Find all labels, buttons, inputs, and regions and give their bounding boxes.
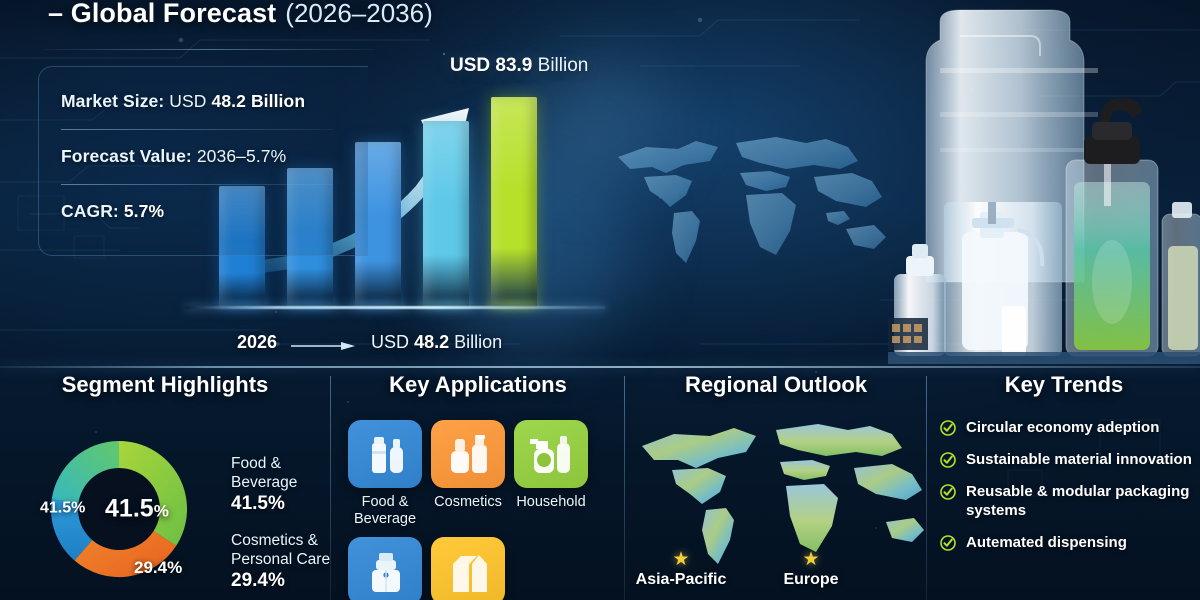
trend-item: Sustainable material innovation <box>940 450 1198 469</box>
stat-market-size-value: 48.2 Billion <box>211 91 306 111</box>
donut-label-bottom: 29.4% <box>134 558 183 577</box>
application-label: Cosmetics <box>434 494 502 510</box>
application-tile[interactable] <box>348 537 422 600</box>
applications-section-title: Key Applications <box>389 372 567 397</box>
application-tile[interactable] <box>431 537 505 600</box>
trend-label: Circular economy adeption <box>966 419 1160 436</box>
application-item[interactable]: Food & Beverage <box>348 420 422 528</box>
regional-pins: ★ Asia-Pacific ★ Europe <box>626 550 926 600</box>
key-stats-card: Market Size: USD 48.2 Billion Forecast V… <box>38 66 368 256</box>
stat-divider-2 <box>61 184 333 185</box>
trends-section-title: Key Trends <box>1004 372 1124 397</box>
application-tile[interactable] <box>514 420 588 488</box>
application-tile[interactable] <box>431 420 505 488</box>
region-pin-europe: ★ Europe <box>756 550 866 589</box>
check-circle-icon <box>940 484 956 500</box>
stat-market-size-prefix: USD <box>169 91 207 111</box>
divider-segment-apps <box>330 376 331 600</box>
chart-start-value-unit: Billion <box>454 332 503 352</box>
star-icon: ★ <box>802 549 820 570</box>
trend-item: Reusable & modular packaging systems <box>940 482 1198 520</box>
chart-bar <box>423 121 469 307</box>
stat-divider-1 <box>61 129 333 130</box>
stat-cagr-label: CAGR: <box>61 201 119 221</box>
application-item[interactable] <box>348 537 422 600</box>
region-pin-label: Asia-Pacific <box>635 571 727 588</box>
chart-peak-label: USD 83.9 Billion <box>450 55 588 77</box>
application-item[interactable]: Household <box>514 420 588 528</box>
check-circle-icon <box>940 420 956 436</box>
title-main-text: – Global Forecast <box>48 0 277 28</box>
trend-item: Autemated dispensing <box>940 533 1198 552</box>
title-year-range: (2026–2036) <box>285 0 433 28</box>
application-label: Food & Beverage <box>353 494 417 527</box>
legend-label: Cosmetics & Personal Care <box>231 532 331 568</box>
trend-label: Reusable & modular packaging systems <box>966 483 1190 519</box>
legend-value: 41.5% <box>231 493 285 514</box>
divider-region-trends <box>926 376 927 600</box>
stat-forecast-value: Forecast Value: 2036–5.7% <box>61 146 350 167</box>
stat-cagr: CAGR: 5.7% <box>61 201 350 222</box>
arrow-right-icon <box>291 338 357 350</box>
chart-bar <box>491 97 537 307</box>
region-pin-label: Europe <box>783 571 839 588</box>
application-label: Household <box>516 494 586 510</box>
divider-apps-region <box>624 376 625 600</box>
chart-peak-value: USD 83.9 <box>450 55 533 76</box>
segment-donut-chart: 41.5% 41.5% 29.4% <box>28 418 228 600</box>
trend-label: Autemated dispensing <box>966 534 1127 551</box>
legend-label: Food & Beverage <box>231 455 298 491</box>
chart-baseline <box>185 306 605 309</box>
world-map-background <box>618 137 886 263</box>
donut-label-left: 41.5% <box>40 499 86 517</box>
star-icon: ★ <box>672 549 690 570</box>
regional-section-title: Regional Outlook <box>684 372 868 397</box>
pump-bottle-icon <box>451 435 487 473</box>
page-title: – Global Forecast (2026–2036) <box>0 0 660 30</box>
section-key-applications: Key Applications Food & Beverage Cosmetic… <box>332 372 624 600</box>
stat-forecast-number: 2036–5.7% <box>196 146 287 166</box>
segment-legend: Food & Beverage 41.5% Cosmetics & Person… <box>231 454 331 592</box>
section-key-trends: Key Trends Circular economy adeption Sust… <box>928 372 1200 600</box>
application-item[interactable] <box>431 537 505 600</box>
chart-start-value-prefix: USD <box>371 332 410 352</box>
stat-market-size-label: Market Size: <box>61 91 165 111</box>
chart-start-value-number: 48.2 <box>414 332 450 352</box>
chart-start-year: 2026 <box>237 332 278 352</box>
stat-forecast-label: Forecast Value: <box>61 146 192 166</box>
region-pin-asia-pacific: ★ Asia-Pacific <box>626 550 736 589</box>
donut-center-value: 41.5% <box>105 495 169 524</box>
applications-grid: Food & Beverage Cosmetics Household <box>348 420 616 600</box>
trend-label: Sustainable material innovation <box>966 451 1192 468</box>
trend-item: Circular economy adeption <box>940 418 1198 437</box>
carton-icon <box>453 555 487 592</box>
stat-cagr-value: 5.7% <box>123 201 165 221</box>
donut-center-number: 41.5 <box>105 494 154 523</box>
jar-stack-icon <box>372 553 400 592</box>
application-tile[interactable] <box>348 420 422 488</box>
spray-bottle-icon <box>530 436 570 473</box>
title-underline <box>44 49 374 50</box>
section-divider-horizontal <box>0 366 1200 368</box>
legend-item-cosmetics: Cosmetics & Personal Care 29.4% <box>231 531 331 592</box>
check-circle-icon <box>940 452 956 468</box>
stat-market-size: Market Size: USD 48.2 Billion <box>61 91 350 112</box>
section-regional-outlook: Regional Outlook <box>626 372 926 600</box>
bottles-icon <box>372 437 403 473</box>
segment-section-title: Segment Highlights <box>61 372 269 397</box>
check-circle-icon <box>940 535 956 551</box>
chart-axis-callout: 2026 USD 48.2 Billion <box>237 332 502 353</box>
application-item[interactable]: Cosmetics <box>431 420 505 528</box>
trends-list: Circular economy adeption Sustainable mat… <box>940 418 1198 565</box>
chart-start-value: USD 48.2 Billion <box>371 332 502 353</box>
dispenser-bottles-illustration <box>888 9 1200 364</box>
legend-value: 29.4% <box>231 570 285 591</box>
legend-item-food-beverage: Food & Beverage 41.5% <box>231 454 331 515</box>
donut-center-percent-sign: % <box>153 501 169 521</box>
chart-peak-unit: Billion <box>537 55 589 76</box>
section-segment-highlights: Segment Highlights <box>0 372 330 600</box>
product-photo <box>888 6 1200 364</box>
